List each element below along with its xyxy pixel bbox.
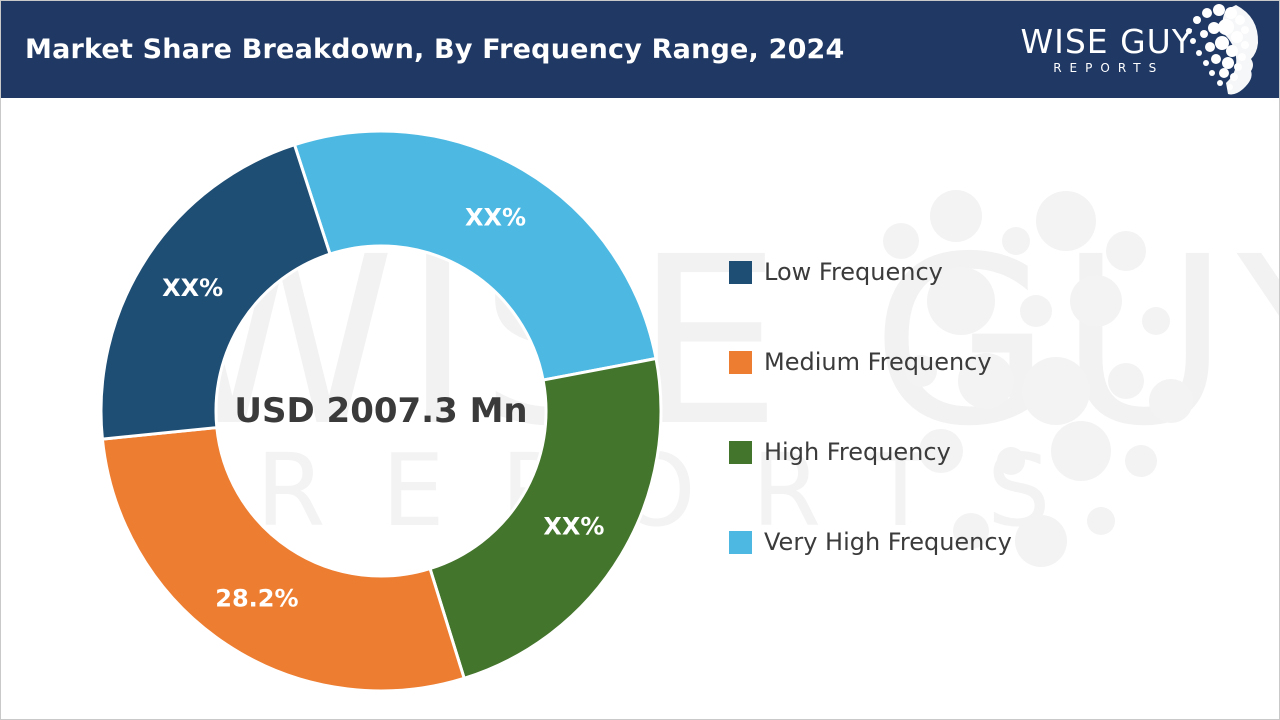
watermark-text-wiseguy: WISE GUY: [166, 207, 1279, 477]
donut-chart: XX% XX% 28.2% XX% USD 2007.3 Mn: [99, 129, 663, 693]
brand-logo-name: WISE GUY: [1020, 22, 1193, 61]
header-bar: Market Share Breakdown, By Frequency Ran…: [1, 1, 1279, 98]
legend-item-low-frequency: Low Frequency: [729, 253, 1012, 291]
segment-value-label: XX%: [162, 274, 223, 302]
watermark-dot-face: [883, 190, 1193, 567]
segment-value-label: 28.2%: [215, 585, 298, 613]
segment-value-label: XX%: [465, 203, 526, 231]
legend-item-high-frequency: High Frequency: [729, 433, 1012, 471]
legend-label: Low Frequency: [764, 257, 943, 286]
donut-segment-low-frequency: [99, 143, 332, 441]
brand-logo-face-icon: [1186, 4, 1259, 95]
legend-swatch-icon: [729, 530, 752, 554]
donut-segment-high-frequency: [428, 357, 663, 680]
chart-center-value: USD 2007.3 Mn: [234, 391, 527, 431]
legend-swatch-icon: [729, 350, 752, 374]
page-title: Market Share Breakdown, By Frequency Ran…: [25, 34, 845, 65]
legend-item-medium-frequency: Medium Frequency: [729, 343, 1012, 381]
segment-value-label: XX%: [543, 513, 604, 541]
legend-label: Medium Frequency: [764, 347, 992, 376]
brand-logo-subtitle: REPORTS: [1053, 61, 1165, 75]
brand-logo-text: WISE GUY REPORTS: [1020, 25, 1193, 74]
legend-swatch-icon: [729, 440, 752, 464]
legend-label: Very High Frequency: [764, 527, 1012, 556]
brand-logo: WISE GUY REPORTS: [1020, 1, 1265, 98]
legend-label: High Frequency: [764, 437, 951, 466]
chart-legend: Low Frequency Medium Frequency High Freque…: [729, 253, 1012, 613]
legend-swatch-icon: [729, 260, 752, 284]
legend-item-very-high-frequency: Very High Frequency: [729, 523, 1012, 561]
donut-segment-very-high-frequency: [292, 129, 658, 382]
donut-segment-medium-frequency: [100, 426, 466, 693]
